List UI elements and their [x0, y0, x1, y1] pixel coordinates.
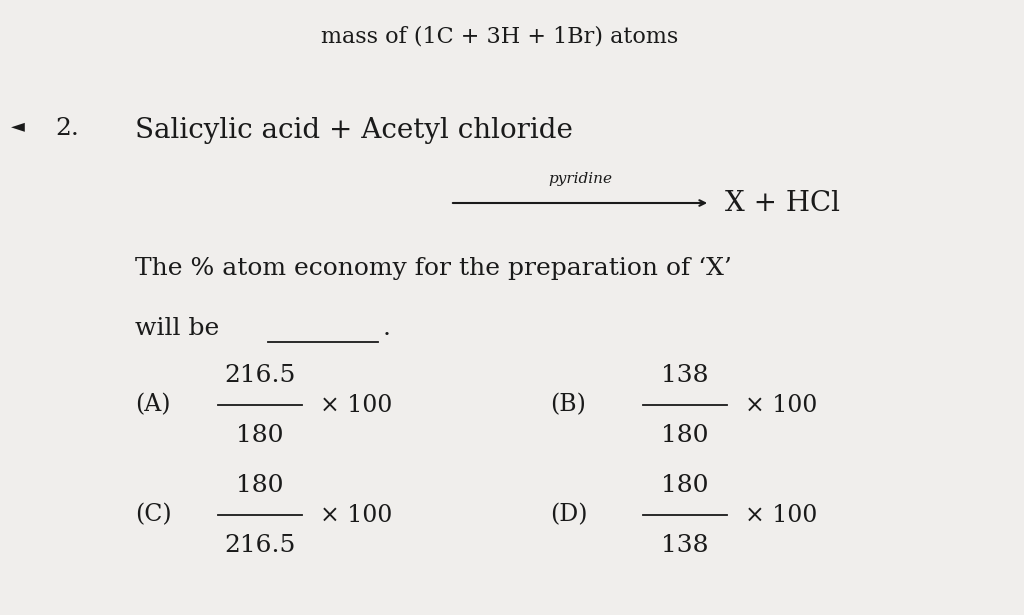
Text: 216.5: 216.5	[224, 363, 296, 386]
Text: 180: 180	[662, 424, 709, 446]
Text: 180: 180	[237, 474, 284, 496]
Text: .: .	[383, 317, 391, 340]
Text: × 100: × 100	[319, 504, 392, 526]
Text: will be: will be	[135, 317, 219, 340]
Text: X + HCl: X + HCl	[725, 189, 840, 216]
Text: 180: 180	[662, 474, 709, 496]
Text: 180: 180	[237, 424, 284, 446]
Text: × 100: × 100	[745, 504, 817, 526]
Text: 2.: 2.	[55, 117, 79, 140]
Text: mass of (1C + 3H + 1Br) atoms: mass of (1C + 3H + 1Br) atoms	[322, 25, 679, 47]
Text: (B): (B)	[550, 394, 586, 416]
Text: 216.5: 216.5	[224, 533, 296, 557]
Text: × 100: × 100	[745, 394, 817, 416]
Text: Salicylic acid + Acetyl chloride: Salicylic acid + Acetyl chloride	[135, 117, 572, 144]
Text: ◄: ◄	[11, 117, 25, 135]
Text: 138: 138	[662, 533, 709, 557]
Text: The % atom economy for the preparation of ‘X’: The % atom economy for the preparation o…	[135, 257, 732, 280]
Text: × 100: × 100	[319, 394, 392, 416]
Text: pyridine: pyridine	[548, 172, 612, 186]
Text: (C): (C)	[135, 504, 172, 526]
Text: (A): (A)	[135, 394, 171, 416]
Text: (D): (D)	[550, 504, 588, 526]
Text: 138: 138	[662, 363, 709, 386]
